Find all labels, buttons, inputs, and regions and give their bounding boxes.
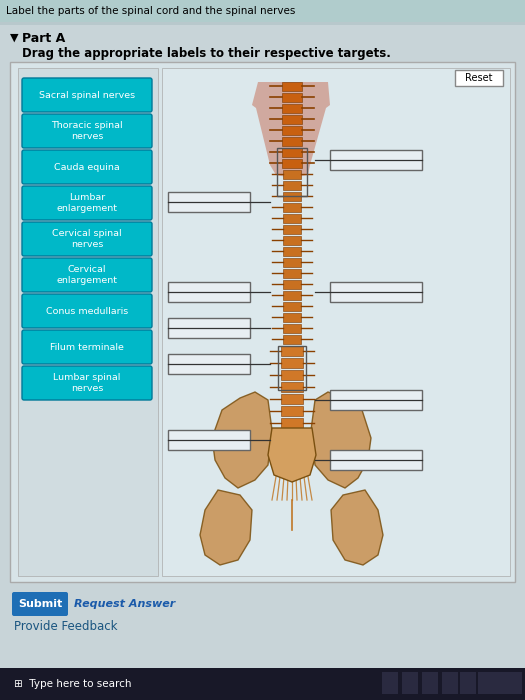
FancyBboxPatch shape (168, 192, 250, 212)
FancyBboxPatch shape (168, 318, 250, 338)
FancyBboxPatch shape (22, 258, 152, 292)
FancyBboxPatch shape (0, 668, 525, 700)
Text: Lumbar spinal
nerves: Lumbar spinal nerves (54, 373, 121, 393)
FancyBboxPatch shape (22, 330, 152, 364)
FancyBboxPatch shape (281, 370, 303, 380)
FancyBboxPatch shape (0, 22, 525, 25)
Polygon shape (212, 392, 272, 488)
Text: Thoracic spinal
nerves: Thoracic spinal nerves (51, 121, 123, 141)
Text: Reset: Reset (465, 73, 493, 83)
FancyBboxPatch shape (281, 358, 303, 368)
FancyBboxPatch shape (10, 62, 515, 582)
Text: Provide Feedback: Provide Feedback (14, 620, 118, 634)
Polygon shape (268, 428, 316, 482)
FancyBboxPatch shape (282, 137, 302, 146)
FancyBboxPatch shape (283, 335, 301, 344)
Polygon shape (311, 392, 371, 488)
FancyBboxPatch shape (282, 115, 302, 124)
FancyBboxPatch shape (281, 394, 303, 404)
FancyBboxPatch shape (168, 354, 250, 374)
FancyBboxPatch shape (283, 236, 301, 245)
FancyBboxPatch shape (330, 450, 422, 470)
Text: Part A: Part A (22, 32, 65, 45)
Text: Sacral spinal nerves: Sacral spinal nerves (39, 90, 135, 99)
FancyBboxPatch shape (283, 225, 301, 234)
FancyBboxPatch shape (282, 93, 302, 102)
FancyBboxPatch shape (478, 672, 494, 694)
FancyBboxPatch shape (22, 294, 152, 328)
FancyBboxPatch shape (22, 78, 152, 112)
FancyBboxPatch shape (382, 672, 398, 694)
FancyBboxPatch shape (283, 170, 301, 179)
FancyBboxPatch shape (283, 313, 301, 322)
FancyBboxPatch shape (162, 68, 510, 576)
FancyBboxPatch shape (330, 282, 422, 302)
FancyBboxPatch shape (283, 258, 301, 267)
FancyBboxPatch shape (422, 672, 438, 694)
Text: Cervical
enlargement: Cervical enlargement (57, 265, 118, 285)
Text: Lumbar
enlargement: Lumbar enlargement (57, 193, 118, 213)
Text: Cervical spinal
nerves: Cervical spinal nerves (52, 230, 122, 248)
FancyBboxPatch shape (0, 0, 525, 22)
FancyBboxPatch shape (506, 672, 522, 694)
FancyBboxPatch shape (492, 672, 508, 694)
FancyBboxPatch shape (22, 366, 152, 400)
Text: Filum terminale: Filum terminale (50, 342, 124, 351)
FancyBboxPatch shape (283, 324, 301, 333)
FancyBboxPatch shape (442, 672, 458, 694)
Text: Drag the appropriate labels to their respective targets.: Drag the appropriate labels to their res… (22, 46, 391, 60)
FancyBboxPatch shape (330, 150, 422, 170)
Polygon shape (331, 490, 383, 565)
Polygon shape (252, 82, 330, 178)
Text: ⊞  Type here to search: ⊞ Type here to search (14, 679, 131, 689)
Text: Cauda equina: Cauda equina (54, 162, 120, 172)
FancyBboxPatch shape (283, 291, 301, 300)
FancyBboxPatch shape (283, 192, 301, 201)
FancyBboxPatch shape (330, 390, 422, 410)
FancyBboxPatch shape (281, 346, 303, 356)
FancyBboxPatch shape (282, 82, 302, 91)
FancyBboxPatch shape (281, 406, 303, 416)
FancyBboxPatch shape (455, 70, 503, 86)
FancyBboxPatch shape (402, 672, 418, 694)
FancyBboxPatch shape (281, 418, 303, 428)
FancyBboxPatch shape (283, 280, 301, 289)
FancyBboxPatch shape (22, 150, 152, 184)
FancyBboxPatch shape (18, 68, 158, 576)
Text: Label the parts of the spinal cord and the spinal nerves: Label the parts of the spinal cord and t… (6, 6, 296, 16)
FancyBboxPatch shape (282, 148, 302, 157)
FancyBboxPatch shape (283, 181, 301, 190)
Polygon shape (200, 490, 252, 565)
Text: Request Answer: Request Answer (74, 599, 175, 609)
FancyBboxPatch shape (283, 203, 301, 212)
Text: ▼: ▼ (10, 33, 18, 43)
FancyBboxPatch shape (168, 430, 250, 450)
FancyBboxPatch shape (460, 672, 476, 694)
Text: Submit: Submit (18, 599, 62, 609)
FancyBboxPatch shape (282, 126, 302, 135)
FancyBboxPatch shape (22, 114, 152, 148)
FancyBboxPatch shape (22, 186, 152, 220)
FancyBboxPatch shape (22, 222, 152, 256)
Text: Conus medullaris: Conus medullaris (46, 307, 128, 316)
FancyBboxPatch shape (283, 247, 301, 256)
FancyBboxPatch shape (283, 214, 301, 223)
FancyBboxPatch shape (282, 159, 302, 168)
FancyBboxPatch shape (12, 592, 68, 616)
FancyBboxPatch shape (168, 282, 250, 302)
FancyBboxPatch shape (282, 104, 302, 113)
FancyBboxPatch shape (283, 430, 301, 460)
FancyBboxPatch shape (281, 382, 303, 392)
FancyBboxPatch shape (283, 269, 301, 278)
FancyBboxPatch shape (283, 302, 301, 311)
